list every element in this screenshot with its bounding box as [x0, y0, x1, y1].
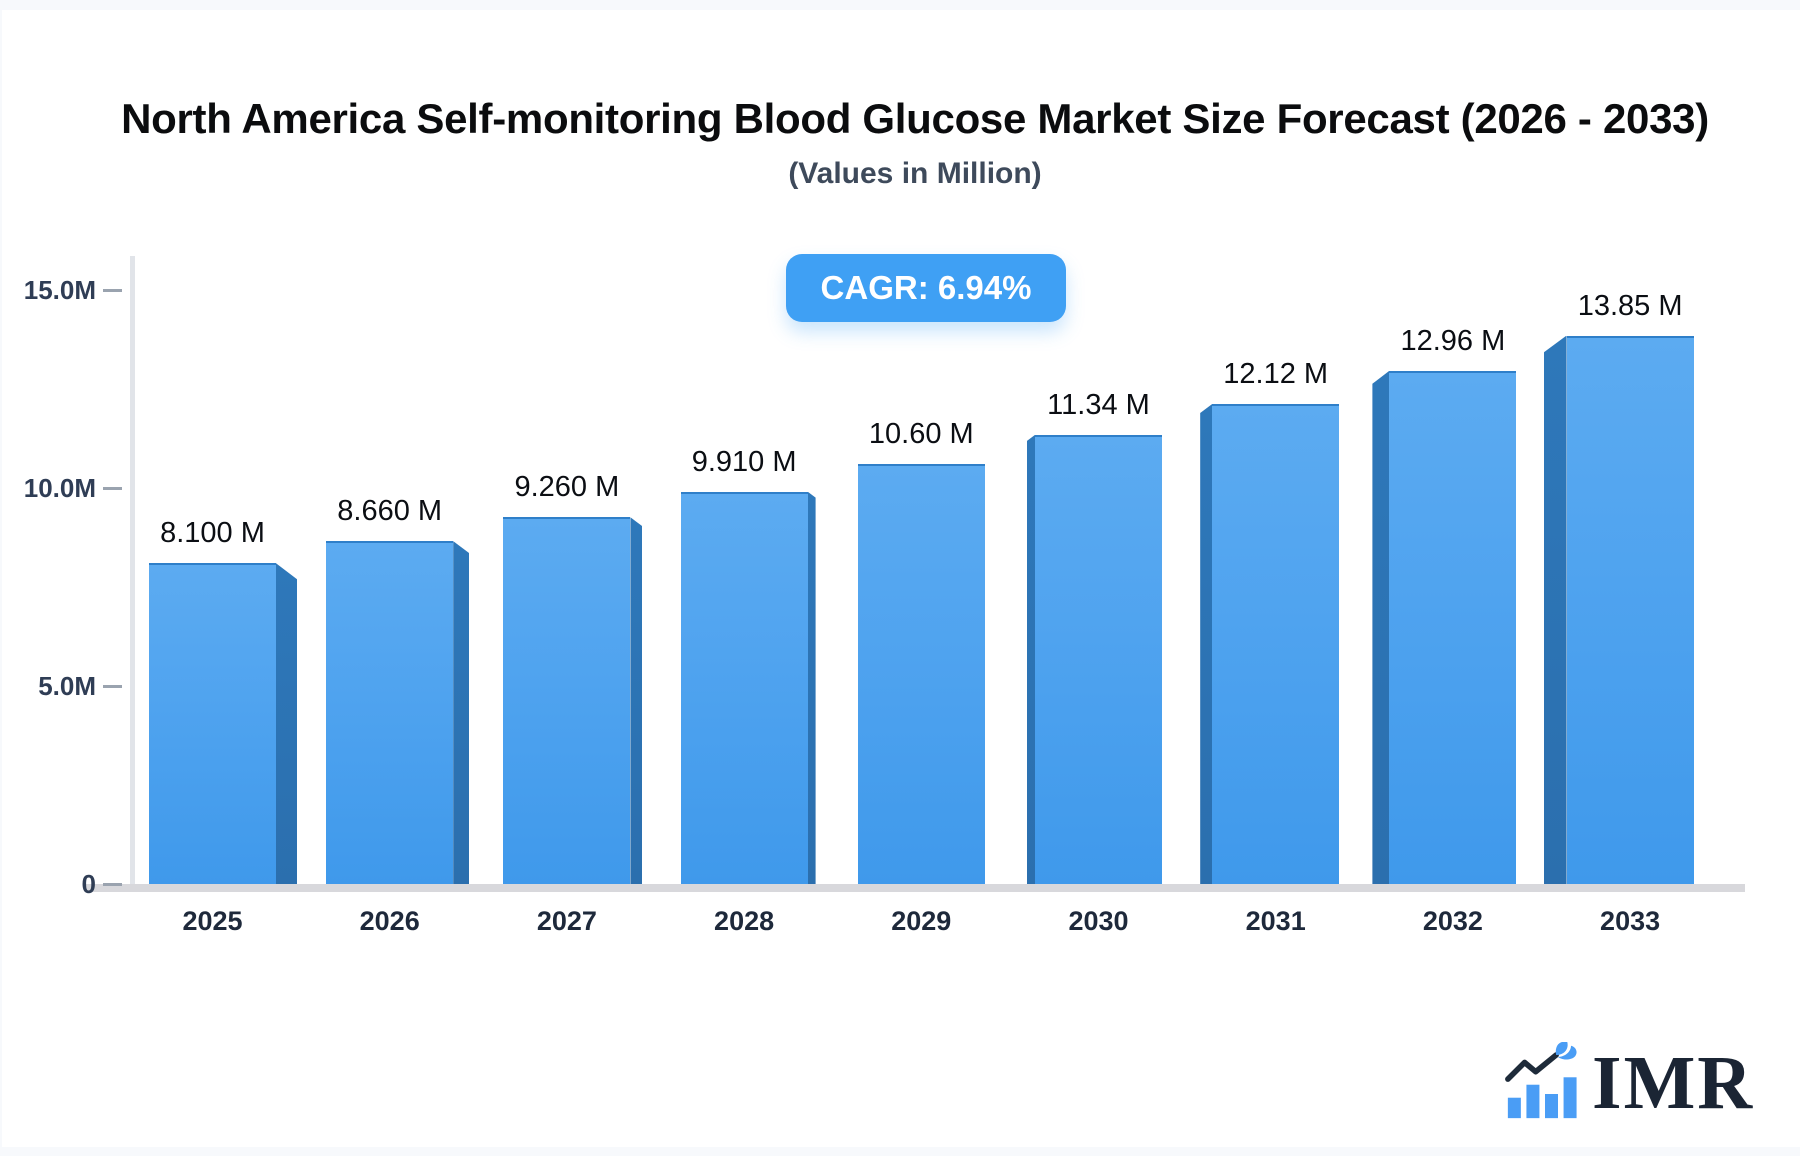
- logo-text: IMR: [1592, 1040, 1755, 1125]
- x-label-2029: 2029: [891, 906, 952, 936]
- bar-value-2027: 9.260 M: [514, 471, 620, 504]
- x-label-2026: 2026: [359, 906, 420, 936]
- bar-2027: [503, 517, 631, 884]
- x-label-2033: 2033: [1600, 906, 1661, 936]
- y-tick-10.0M: [103, 487, 122, 490]
- bar-2029: [857, 464, 985, 884]
- bar-2033: [1566, 335, 1694, 884]
- y-tick-label-15.0M: 15.0M: [23, 275, 96, 305]
- bar-2026: [326, 541, 454, 884]
- chart-subtitle: (Values in Million): [788, 157, 1042, 190]
- bar-value-2028: 9.910 M: [691, 445, 797, 478]
- y-tick-15.0M: [103, 289, 122, 292]
- bar-2025: [149, 563, 276, 884]
- bar-value-2032: 12.96 M: [1400, 324, 1506, 357]
- bar-value-2029: 10.60 M: [868, 418, 974, 451]
- x-label-2028: 2028: [714, 906, 775, 936]
- bar-side-2027: [630, 517, 643, 884]
- x-label-2027: 2027: [536, 906, 597, 936]
- bar-side-2030: [1027, 434, 1035, 884]
- y-tick-label-5.0M: 5.0M: [38, 671, 96, 701]
- x-label-2030: 2030: [1068, 906, 1129, 936]
- bar-side-2032: [1372, 370, 1390, 884]
- bar-value-2025: 8.100 M: [160, 517, 265, 550]
- logo-chart-icon: [1505, 1042, 1577, 1119]
- leaf-icon: [1555, 1042, 1568, 1055]
- bar-value-2031: 12.12 M: [1223, 358, 1329, 391]
- bar-value-2026: 8.660 M: [337, 495, 443, 528]
- x-label-2032: 2032: [1422, 906, 1483, 936]
- x-label-2031: 2031: [1245, 906, 1306, 936]
- bar-value-2033: 13.85 M: [1577, 289, 1683, 322]
- chart-title: North America Self-monitoring Blood Gluc…: [121, 95, 1709, 142]
- bar-side-2031: [1200, 404, 1213, 884]
- y-tick-label-10.0M: 10.0M: [23, 473, 96, 503]
- bar-side-2033: [1543, 335, 1567, 884]
- brand-logo: IMR: [1504, 1040, 1755, 1125]
- x-axis-line: [85, 884, 1745, 892]
- bar-2028: [680, 491, 808, 884]
- bar-value-2030: 11.34 M: [1047, 388, 1150, 421]
- bar-side-2028: [807, 491, 816, 884]
- y-tick-5.0M: [103, 685, 122, 688]
- bar-2032: [1389, 370, 1517, 884]
- bar-2031: [1212, 404, 1340, 884]
- x-label-2025: 2025: [182, 906, 243, 936]
- bar-side-2026: [453, 541, 470, 884]
- y-tick-0: [103, 883, 122, 886]
- y-tick-label-0: 0: [81, 869, 96, 899]
- bar-2030: [1035, 434, 1162, 884]
- y-axis-line: [130, 256, 135, 886]
- bar-side-2025: [276, 563, 297, 884]
- cagr-badge: CAGR: 6.94%: [786, 254, 1066, 322]
